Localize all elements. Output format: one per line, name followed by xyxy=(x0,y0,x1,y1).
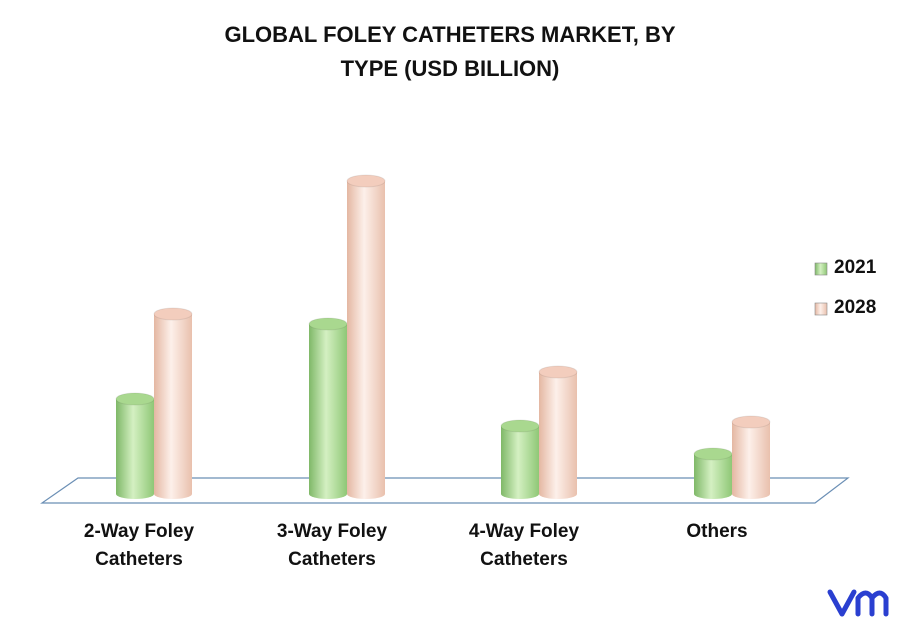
bar xyxy=(309,324,347,494)
bar-top xyxy=(731,415,771,429)
logo xyxy=(827,589,889,617)
floor xyxy=(40,477,850,504)
x-tick-label: 3-Way Foley Catheters xyxy=(276,521,388,570)
legend-swatch xyxy=(814,262,828,276)
bar xyxy=(501,426,539,494)
x-tick-label: 4-Way Foley Catheters xyxy=(468,521,580,570)
bar-top xyxy=(346,174,386,188)
legend-swatch xyxy=(814,302,828,316)
bar-top xyxy=(538,365,578,379)
legend-label: 2021 xyxy=(834,257,877,278)
chart-title: GLOBAL FOLEY CATHETERS MARKET, BY TYPE (… xyxy=(224,22,676,81)
bar xyxy=(116,399,154,494)
bar xyxy=(539,372,577,494)
legend-label: 2028 xyxy=(834,297,877,318)
x-tick-label: Others xyxy=(686,521,748,542)
x-tick-label: 2-Way Foley Catheters xyxy=(83,521,195,570)
bar xyxy=(154,314,192,494)
bar xyxy=(694,454,732,494)
bar-top xyxy=(308,317,348,331)
bar-top xyxy=(115,392,155,406)
bar-top xyxy=(153,307,193,321)
bar-top xyxy=(500,419,540,433)
bar xyxy=(732,422,770,494)
bar-top xyxy=(693,447,733,461)
bar xyxy=(347,181,385,494)
